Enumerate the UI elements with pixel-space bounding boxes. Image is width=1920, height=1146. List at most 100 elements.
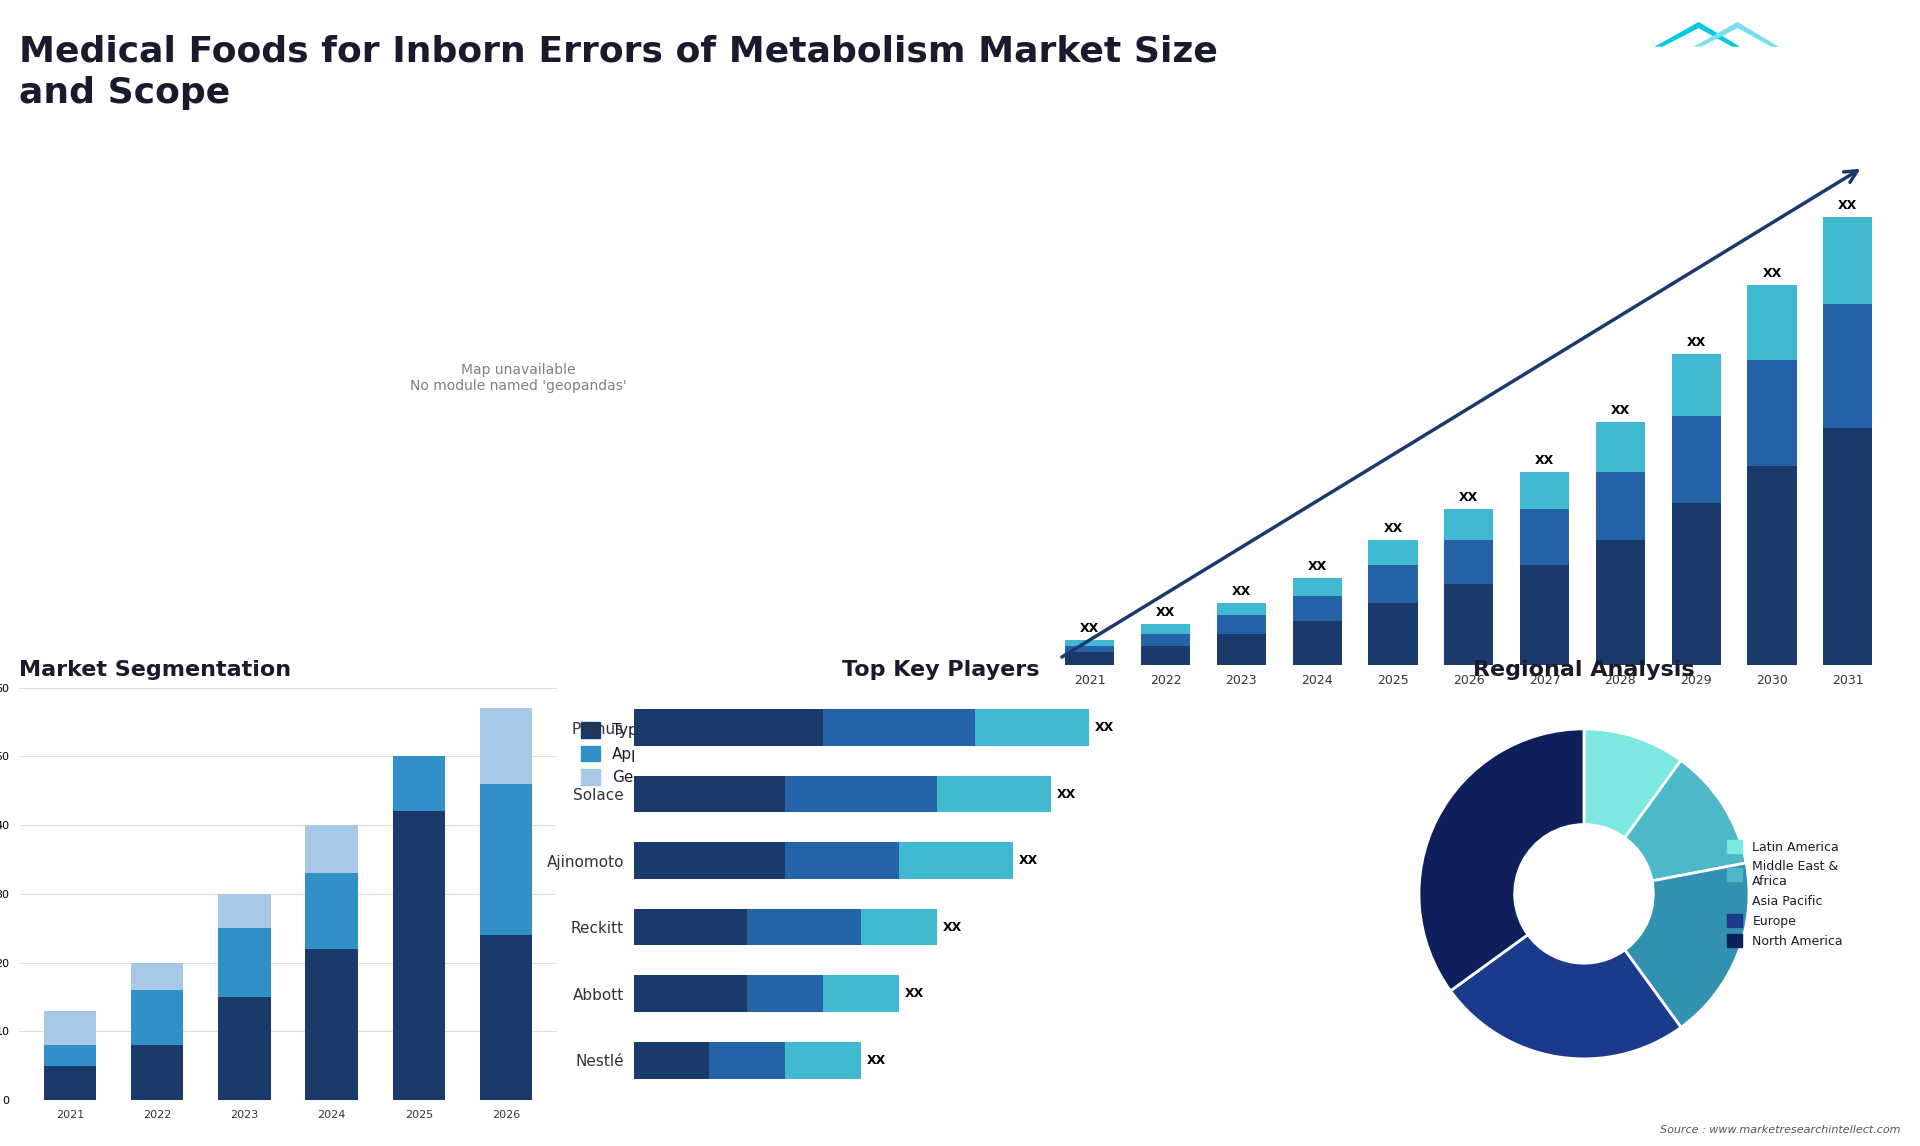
Text: XX: XX — [1459, 492, 1478, 504]
Bar — [1596, 472, 1645, 540]
Bar — [131, 963, 182, 990]
Text: XX: XX — [866, 1053, 887, 1067]
Bar — [824, 975, 899, 1012]
Bar — [747, 909, 862, 945]
Text: XX: XX — [1384, 523, 1404, 535]
Bar — [1369, 603, 1417, 665]
Polygon shape — [1655, 22, 1740, 47]
Bar — [394, 756, 445, 811]
Bar — [785, 1042, 862, 1078]
Bar — [1444, 540, 1494, 583]
Bar — [219, 928, 271, 997]
Bar — [1444, 509, 1494, 540]
Bar — [937, 776, 1050, 813]
Bar — [1444, 583, 1494, 665]
Bar — [1521, 472, 1569, 509]
Text: XX: XX — [904, 987, 924, 1000]
Bar — [219, 997, 271, 1100]
Bar — [480, 784, 532, 935]
Bar — [305, 949, 357, 1100]
Bar — [1596, 422, 1645, 472]
Bar — [747, 975, 824, 1012]
Text: XX: XX — [1837, 199, 1857, 212]
Bar — [305, 825, 357, 873]
Bar — [1747, 465, 1797, 665]
Wedge shape — [1624, 863, 1749, 1027]
Wedge shape — [1624, 761, 1745, 881]
Bar — [1140, 634, 1190, 646]
Text: XX: XX — [1094, 721, 1114, 735]
Bar — [1292, 596, 1342, 621]
Bar — [634, 776, 785, 813]
Bar — [219, 894, 271, 928]
Polygon shape — [1693, 22, 1780, 47]
Bar — [394, 811, 445, 1100]
Bar — [634, 909, 747, 945]
Bar — [1140, 623, 1190, 634]
Text: XX: XX — [1308, 559, 1327, 573]
Bar — [785, 842, 899, 879]
Bar — [1292, 621, 1342, 665]
Bar — [480, 935, 532, 1100]
Bar — [862, 909, 937, 945]
Text: XX: XX — [1056, 787, 1075, 801]
Bar — [1672, 354, 1720, 416]
Title: Top Key Players: Top Key Players — [843, 660, 1039, 681]
Wedge shape — [1584, 729, 1682, 838]
Bar — [785, 776, 937, 813]
Bar — [1140, 646, 1190, 665]
Bar — [1217, 615, 1265, 634]
Text: RESEARCH: RESEARCH — [1791, 76, 1855, 85]
Text: XX: XX — [943, 920, 962, 934]
Bar — [1066, 652, 1114, 665]
Bar — [131, 990, 182, 1045]
Text: XX: XX — [1018, 854, 1039, 868]
Bar — [1824, 304, 1872, 429]
Text: Medical Foods for Inborn Errors of Metabolism Market Size
and Scope: Medical Foods for Inborn Errors of Metab… — [19, 34, 1217, 110]
Bar — [1521, 509, 1569, 565]
Text: MARKET: MARKET — [1791, 47, 1841, 56]
Legend: Type, Application, Geography: Type, Application, Geography — [576, 716, 703, 792]
Bar — [899, 842, 1014, 879]
Wedge shape — [1419, 729, 1584, 991]
Bar — [710, 1042, 785, 1078]
Text: INTELLECT: INTELLECT — [1791, 103, 1855, 113]
Bar — [305, 873, 357, 949]
Bar — [1824, 217, 1872, 304]
Bar — [1369, 540, 1417, 565]
Bar — [975, 709, 1089, 746]
Bar — [1066, 646, 1114, 652]
Bar — [1672, 503, 1720, 665]
Bar — [1521, 565, 1569, 665]
Bar — [44, 1011, 96, 1045]
Bar — [1747, 285, 1797, 360]
Text: XX: XX — [1233, 584, 1252, 597]
Legend: Latin America, Middle East &
Africa, Asia Pacific, Europe, North America: Latin America, Middle East & Africa, Asi… — [1722, 835, 1847, 952]
Bar — [634, 709, 824, 746]
Bar — [1596, 540, 1645, 665]
Bar — [1066, 639, 1114, 646]
Bar — [480, 708, 532, 784]
Wedge shape — [1450, 935, 1682, 1059]
Title: Regional Analysis: Regional Analysis — [1473, 660, 1695, 681]
Bar — [44, 1066, 96, 1100]
Text: XX: XX — [1534, 454, 1553, 466]
Bar — [131, 1045, 182, 1100]
Text: Source : www.marketresearchintellect.com: Source : www.marketresearchintellect.com — [1661, 1124, 1901, 1135]
Text: XX: XX — [1081, 622, 1100, 635]
Text: XX: XX — [1611, 405, 1630, 417]
Bar — [634, 1042, 710, 1078]
Bar — [634, 975, 747, 1012]
Bar — [634, 842, 785, 879]
Text: Map unavailable
No module named 'geopandas': Map unavailable No module named 'geopand… — [411, 363, 626, 393]
Bar — [1824, 429, 1872, 665]
Bar — [1747, 360, 1797, 465]
Bar — [1217, 603, 1265, 615]
Text: XX: XX — [1156, 606, 1175, 619]
Bar — [44, 1045, 96, 1066]
Text: XX: XX — [1763, 267, 1782, 281]
Bar — [1217, 634, 1265, 665]
Bar — [1292, 578, 1342, 596]
Bar — [1672, 416, 1720, 503]
Bar — [824, 709, 975, 746]
